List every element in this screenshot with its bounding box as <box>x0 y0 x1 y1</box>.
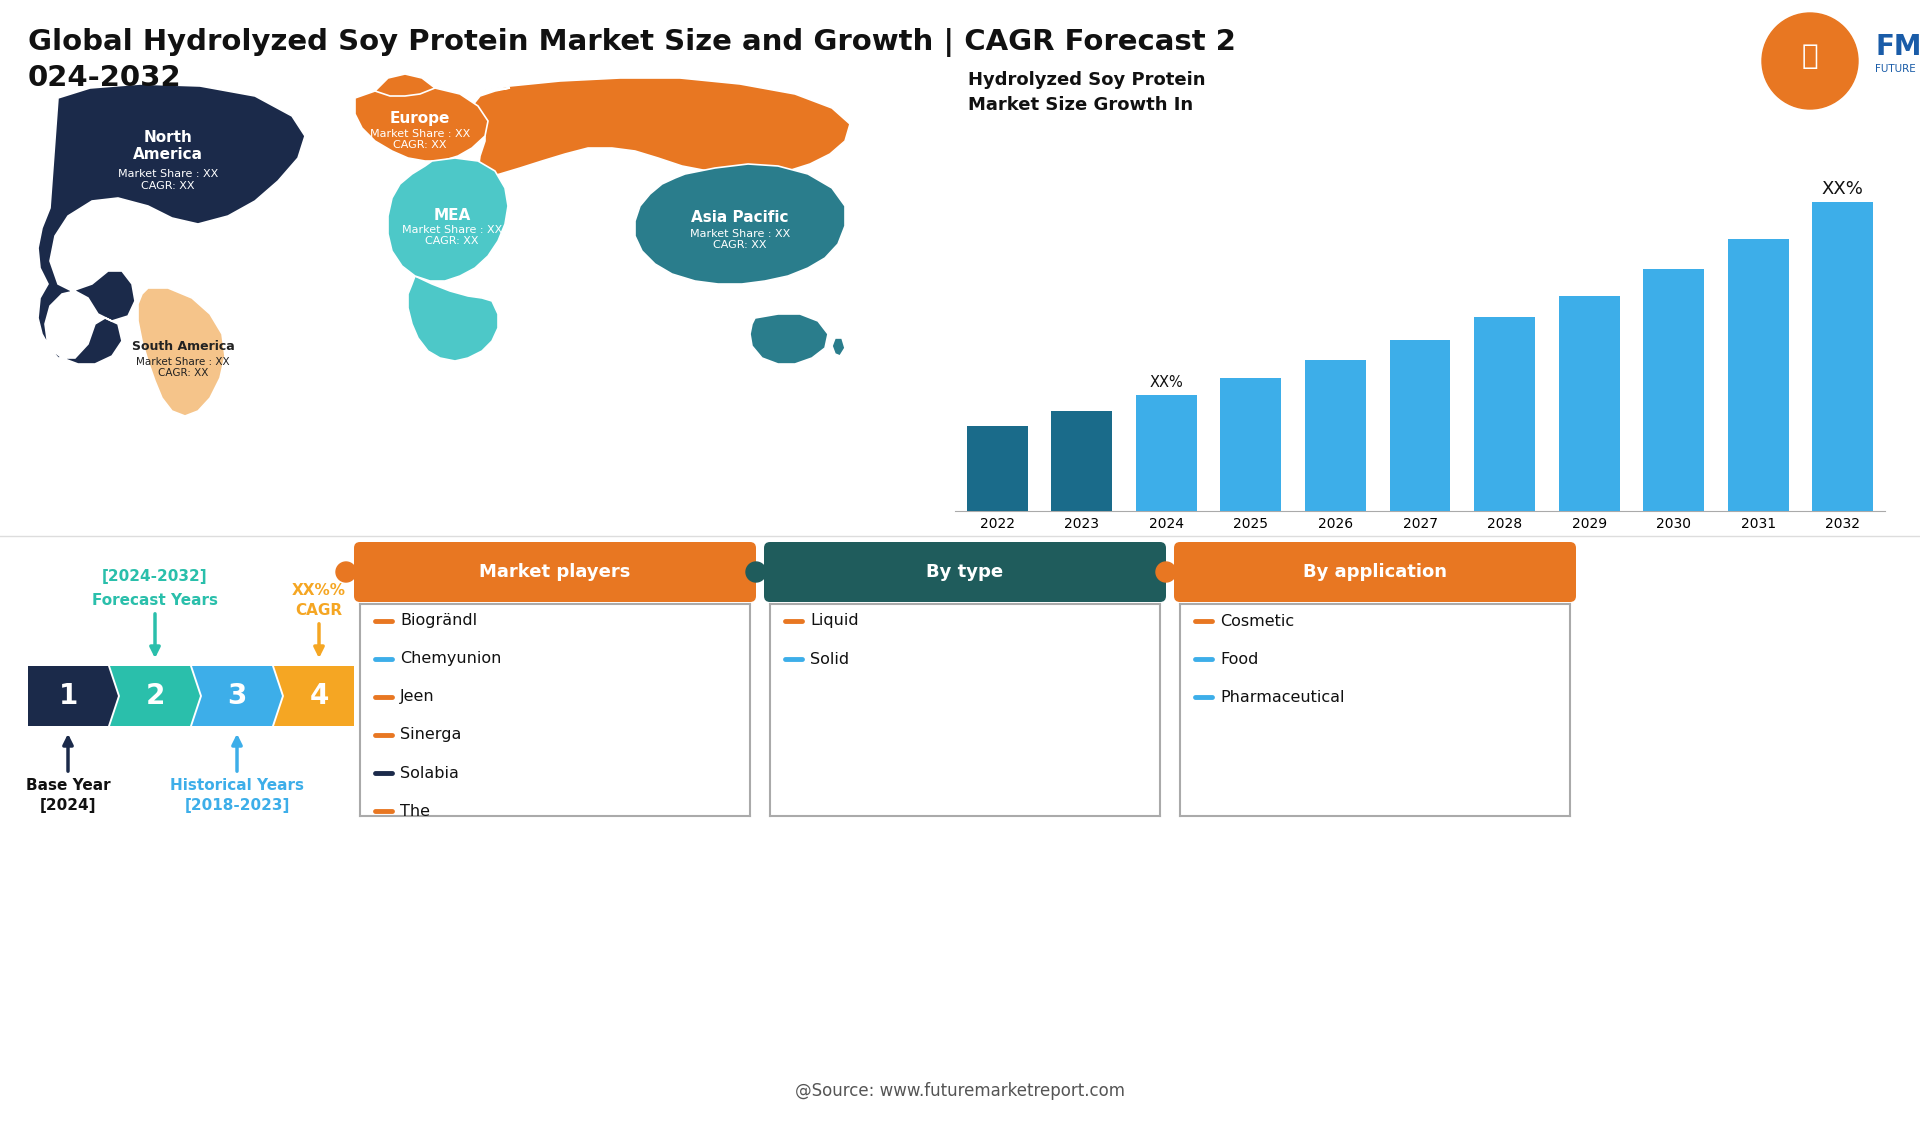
Circle shape <box>747 562 766 582</box>
Text: Market Share : XX: Market Share : XX <box>401 225 503 235</box>
Text: By type: By type <box>927 563 1004 581</box>
Text: 024-2032: 024-2032 <box>29 64 182 92</box>
Text: CAGR: XX: CAGR: XX <box>394 140 447 150</box>
Text: CAGR: XX: CAGR: XX <box>424 236 478 246</box>
FancyBboxPatch shape <box>1173 542 1576 602</box>
Text: 3: 3 <box>227 682 246 711</box>
Polygon shape <box>636 164 845 284</box>
Text: Liquid: Liquid <box>810 613 858 628</box>
Bar <box>1644 269 1705 511</box>
Text: 2: 2 <box>146 682 165 711</box>
Text: By application: By application <box>1304 563 1448 581</box>
Text: MEA: MEA <box>434 209 470 223</box>
Text: Jeen: Jeen <box>399 690 434 705</box>
Circle shape <box>336 562 355 582</box>
Text: South America: South America <box>132 339 234 353</box>
Text: Hydrolyzed Soy Protein: Hydrolyzed Soy Protein <box>968 71 1206 89</box>
Circle shape <box>1763 13 1859 109</box>
Text: CAGR: XX: CAGR: XX <box>157 368 207 378</box>
Polygon shape <box>831 338 845 356</box>
Text: @Source: www.futuremarketreport.com: @Source: www.futuremarketreport.com <box>795 1082 1125 1100</box>
Text: Forecast Years: Forecast Years <box>92 592 219 609</box>
Text: Base Year: Base Year <box>25 778 109 793</box>
Text: [2024]: [2024] <box>40 798 96 813</box>
Text: Food: Food <box>1219 651 1258 667</box>
Text: XX%%: XX%% <box>292 583 346 598</box>
Text: 4: 4 <box>309 682 328 711</box>
Text: CAGR: XX: CAGR: XX <box>712 240 766 250</box>
Bar <box>1390 340 1450 511</box>
Text: CAGR: XX: CAGR: XX <box>142 181 194 191</box>
Polygon shape <box>109 666 200 727</box>
Text: [2018-2023]: [2018-2023] <box>184 798 290 813</box>
FancyBboxPatch shape <box>353 542 756 602</box>
Polygon shape <box>138 288 225 416</box>
Bar <box>1052 411 1112 511</box>
Text: Global Hydrolyzed Soy Protein Market Size and Growth | CAGR Forecast 2: Global Hydrolyzed Soy Protein Market Siz… <box>29 28 1236 57</box>
Text: Market Size Growth In: Market Size Growth In <box>968 96 1192 113</box>
Polygon shape <box>29 666 117 727</box>
Bar <box>968 426 1027 511</box>
Text: Europe: Europe <box>390 110 449 126</box>
Text: Chemyunion: Chemyunion <box>399 651 501 667</box>
Polygon shape <box>388 158 509 281</box>
Bar <box>1221 378 1281 511</box>
Text: XX%: XX% <box>1822 180 1864 198</box>
Text: 1: 1 <box>58 682 77 711</box>
Circle shape <box>1156 562 1175 582</box>
Text: Market Share : XX: Market Share : XX <box>371 129 470 139</box>
Bar <box>1475 317 1534 511</box>
Text: Solid: Solid <box>810 651 849 667</box>
Polygon shape <box>374 74 436 96</box>
Text: FUTURE MARKET REPORT: FUTURE MARKET REPORT <box>1876 64 1920 74</box>
Text: Sinerga: Sinerga <box>399 728 461 743</box>
Polygon shape <box>38 84 305 364</box>
Text: 👤: 👤 <box>1801 42 1818 70</box>
Polygon shape <box>461 78 851 178</box>
Text: Market Share : XX: Market Share : XX <box>689 229 791 240</box>
Bar <box>1137 394 1196 511</box>
Polygon shape <box>275 666 353 727</box>
Text: Market Share : XX: Market Share : XX <box>136 358 230 367</box>
Text: Historical Years: Historical Years <box>171 778 303 793</box>
Text: [2024-2032]: [2024-2032] <box>102 570 207 584</box>
Polygon shape <box>407 276 497 361</box>
Polygon shape <box>751 314 828 364</box>
Bar <box>1812 203 1874 511</box>
Text: Bln or Mln: Bln or Mln <box>968 121 1071 139</box>
Text: CAGR: CAGR <box>296 603 342 618</box>
Text: Pharmaceutical: Pharmaceutical <box>1219 690 1344 705</box>
Text: Asia Pacific: Asia Pacific <box>691 211 789 226</box>
Text: XX%: XX% <box>1150 375 1183 390</box>
Text: Biogrändl: Biogrändl <box>399 613 478 628</box>
Text: The: The <box>399 803 430 818</box>
Bar <box>1306 360 1365 511</box>
Bar <box>1728 238 1789 511</box>
Text: Solabia: Solabia <box>399 766 459 780</box>
Text: Cosmetic: Cosmetic <box>1219 613 1294 628</box>
Text: North
America: North America <box>132 129 204 163</box>
Text: Market Share : XX: Market Share : XX <box>117 168 219 179</box>
Polygon shape <box>192 666 282 727</box>
Polygon shape <box>355 86 488 160</box>
Text: Market players: Market players <box>480 563 630 581</box>
FancyBboxPatch shape <box>764 542 1165 602</box>
Bar <box>1559 296 1620 511</box>
Text: FMR: FMR <box>1876 33 1920 61</box>
